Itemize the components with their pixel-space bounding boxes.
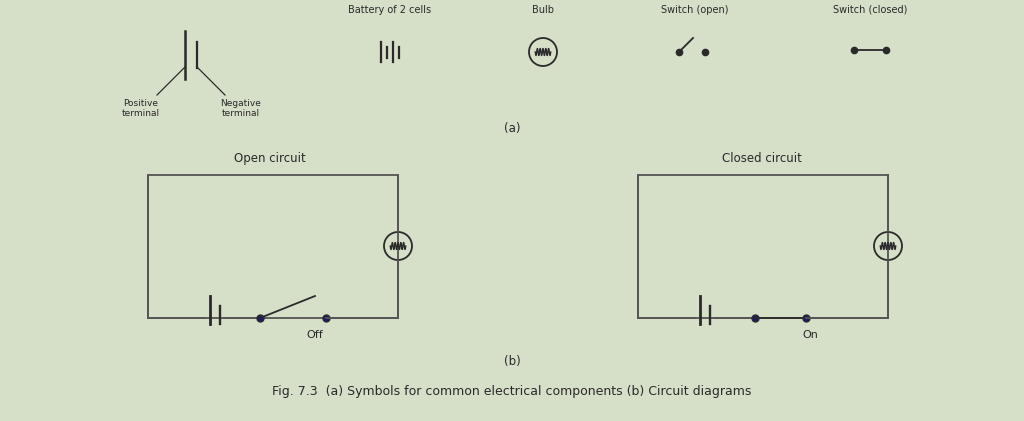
Text: Switch (closed): Switch (closed) [833,5,907,15]
Text: Positive
terminal: Positive terminal [122,99,160,118]
Text: Closed circuit: Closed circuit [722,152,802,165]
Text: Negative
terminal: Negative terminal [220,99,261,118]
Text: Battery of 2 cells: Battery of 2 cells [348,5,431,15]
Bar [638,175,888,318]
Text: (a): (a) [504,122,520,135]
Text: Off: Off [306,330,324,340]
Text: Fig. 7.3  (a) Symbols for common electrical components (b) Circuit diagrams: Fig. 7.3 (a) Symbols for common electric… [272,385,752,398]
Text: On: On [802,330,818,340]
Text: Open circuit: Open circuit [234,152,306,165]
Text: (b): (b) [504,355,520,368]
Bar [148,175,398,318]
Text: Switch (open): Switch (open) [662,5,729,15]
Text: Bulb: Bulb [532,5,554,15]
